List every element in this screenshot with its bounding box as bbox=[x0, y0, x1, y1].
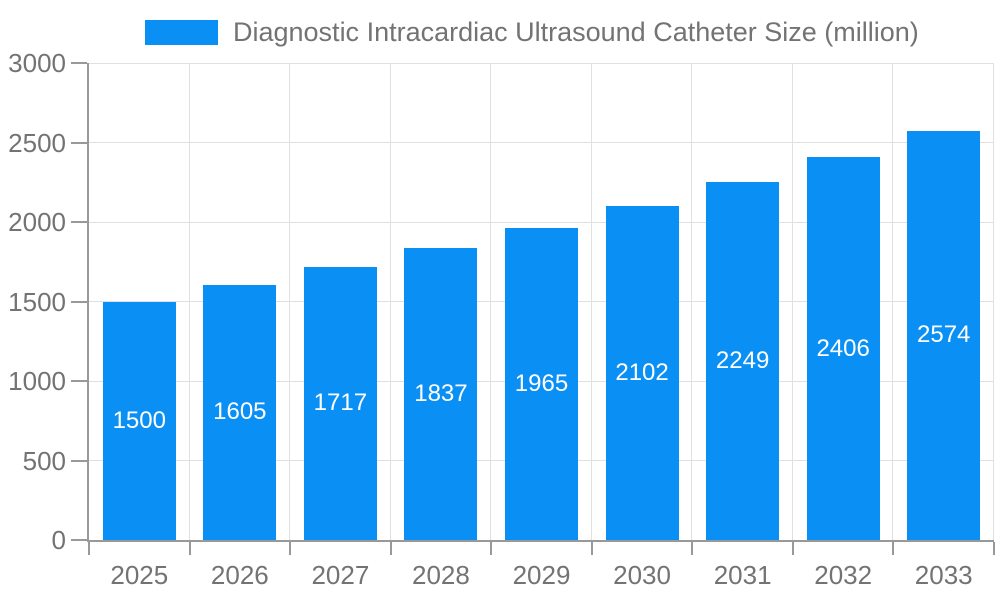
x-axis-tick bbox=[892, 542, 895, 555]
y-axis-tick-label: 3000 bbox=[8, 48, 66, 78]
bar-value-label: 2574 bbox=[917, 321, 971, 349]
x-gridline bbox=[791, 63, 793, 540]
bar: 1500 bbox=[102, 301, 176, 540]
x-axis-tick-label: 2029 bbox=[512, 560, 571, 590]
x-gridline bbox=[691, 63, 693, 540]
x-gridline bbox=[389, 63, 391, 540]
bar: 2102 bbox=[605, 205, 679, 540]
x-gridline bbox=[490, 63, 492, 540]
legend-label: Diagnostic Intracardiac Ultrasound Cathe… bbox=[233, 17, 919, 47]
x-axis-tick-label: 2032 bbox=[814, 560, 873, 590]
bar: 1837 bbox=[404, 247, 478, 540]
y-axis-tick-label: 1500 bbox=[8, 286, 66, 317]
y-gridline bbox=[89, 142, 994, 143]
y-axis-tick bbox=[71, 62, 87, 64]
bar-value-label: 1500 bbox=[112, 406, 166, 434]
y-axis-tick bbox=[71, 300, 87, 303]
y-axis-tick bbox=[71, 221, 87, 223]
x-axis-tick bbox=[88, 542, 90, 555]
x-axis-tick bbox=[490, 542, 493, 555]
bar: 1965 bbox=[505, 227, 578, 540]
bar: 2574 bbox=[907, 130, 981, 540]
x-axis-tick bbox=[289, 542, 292, 555]
x-axis-tick bbox=[791, 542, 794, 555]
y-axis-tick bbox=[71, 539, 87, 541]
bar: 1605 bbox=[203, 284, 277, 540]
y-axis-tick-label: 2500 bbox=[8, 127, 66, 158]
y-axis-tick-label: 500 bbox=[22, 445, 66, 476]
bar-value-label: 2406 bbox=[816, 334, 870, 362]
y-axis-tick-label: 2000 bbox=[8, 207, 66, 237]
bar-value-label: 1717 bbox=[313, 389, 368, 417]
y-gridline bbox=[89, 221, 994, 223]
plot-area: 0 500 1000 1500 2000 2500 3000 2025 2026 2027 2028… bbox=[8, 48, 995, 590]
y-axis-tick-label: 1000 bbox=[8, 366, 66, 396]
bar-value-label: 2249 bbox=[715, 347, 770, 375]
y-gridline bbox=[89, 62, 994, 64]
x-axis-tick-label: 2031 bbox=[713, 560, 772, 590]
bar-value-label: 1965 bbox=[514, 369, 569, 397]
y-axis-tick bbox=[71, 141, 87, 144]
x-gridline bbox=[188, 63, 190, 540]
x-axis-tick-label: 2030 bbox=[613, 560, 671, 590]
x-axis-tick bbox=[590, 542, 593, 555]
bar-value-label: 2102 bbox=[615, 358, 669, 386]
x-gridline bbox=[892, 63, 894, 540]
legend-swatch-icon bbox=[145, 20, 218, 45]
bar: 2406 bbox=[806, 157, 880, 540]
x-gridline bbox=[993, 63, 994, 540]
bar-value-label: 1837 bbox=[414, 379, 468, 407]
x-axis-tick bbox=[993, 542, 995, 555]
legend-item[interactable]: Diagnostic Intracardiac Ultrasound Cathe… bbox=[145, 17, 919, 47]
x-axis-tick-label: 2033 bbox=[914, 560, 973, 590]
x-axis-tick-label: 2026 bbox=[210, 560, 269, 590]
y-axis-tick bbox=[71, 380, 87, 382]
y-axis-tick-label: 0 bbox=[51, 525, 66, 555]
y-axis-tick bbox=[71, 459, 87, 462]
bar: 1717 bbox=[303, 266, 377, 540]
x-gridline bbox=[289, 63, 291, 540]
bar-value-label: 1605 bbox=[213, 398, 267, 426]
x-gridline bbox=[590, 63, 592, 540]
x-axis-tick-label: 2028 bbox=[412, 560, 470, 590]
x-axis-tick bbox=[691, 542, 694, 555]
x-axis-tick bbox=[389, 542, 392, 555]
x-axis-tick-label: 2027 bbox=[311, 560, 370, 590]
x-axis-tick bbox=[188, 542, 191, 555]
x-axis-tick-label: 2025 bbox=[110, 560, 169, 590]
bar: 2249 bbox=[706, 182, 780, 540]
